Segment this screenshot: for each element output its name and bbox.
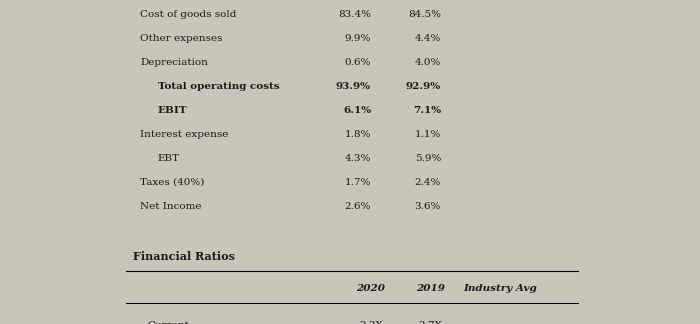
- Text: Taxes (40%): Taxes (40%): [140, 178, 204, 187]
- Text: 7.1%: 7.1%: [413, 106, 441, 115]
- Text: 84.5%: 84.5%: [408, 10, 441, 19]
- Text: Net Income: Net Income: [140, 202, 202, 211]
- Text: 1.8%: 1.8%: [344, 130, 371, 139]
- Text: 2020: 2020: [356, 284, 386, 293]
- Text: 2.3X: 2.3X: [359, 321, 383, 324]
- Text: 5.9%: 5.9%: [414, 154, 441, 163]
- Text: Interest expense: Interest expense: [140, 130, 228, 139]
- Text: 0.6%: 0.6%: [344, 58, 371, 67]
- Text: 9.9%: 9.9%: [344, 34, 371, 43]
- Text: 3.6%: 3.6%: [414, 202, 441, 211]
- Text: EBIT: EBIT: [158, 106, 187, 115]
- Text: 2.7X: 2.7X: [419, 321, 442, 324]
- Text: 6.1%: 6.1%: [343, 106, 371, 115]
- Text: Current: Current: [147, 321, 189, 324]
- Text: 1.1%: 1.1%: [414, 130, 441, 139]
- Text: 92.9%: 92.9%: [406, 82, 441, 91]
- Text: 2.4%: 2.4%: [414, 178, 441, 187]
- Text: 4.3%: 4.3%: [344, 154, 371, 163]
- Text: Total operating costs: Total operating costs: [158, 82, 279, 91]
- Text: EBT: EBT: [158, 154, 180, 163]
- Text: 83.4%: 83.4%: [338, 10, 371, 19]
- Text: 2.6%: 2.6%: [344, 202, 371, 211]
- Text: Cost of goods sold: Cost of goods sold: [140, 10, 237, 19]
- Text: Other expenses: Other expenses: [140, 34, 223, 43]
- Text: 1.7%: 1.7%: [344, 178, 371, 187]
- Text: Depreciation: Depreciation: [140, 58, 208, 67]
- Text: Financial Ratios: Financial Ratios: [133, 251, 235, 262]
- Text: 93.9%: 93.9%: [336, 82, 371, 91]
- Text: 4.0%: 4.0%: [414, 58, 441, 67]
- Text: 4.4%: 4.4%: [414, 34, 441, 43]
- Text: 2019: 2019: [416, 284, 445, 293]
- Text: Industry Avg: Industry Avg: [463, 284, 538, 293]
